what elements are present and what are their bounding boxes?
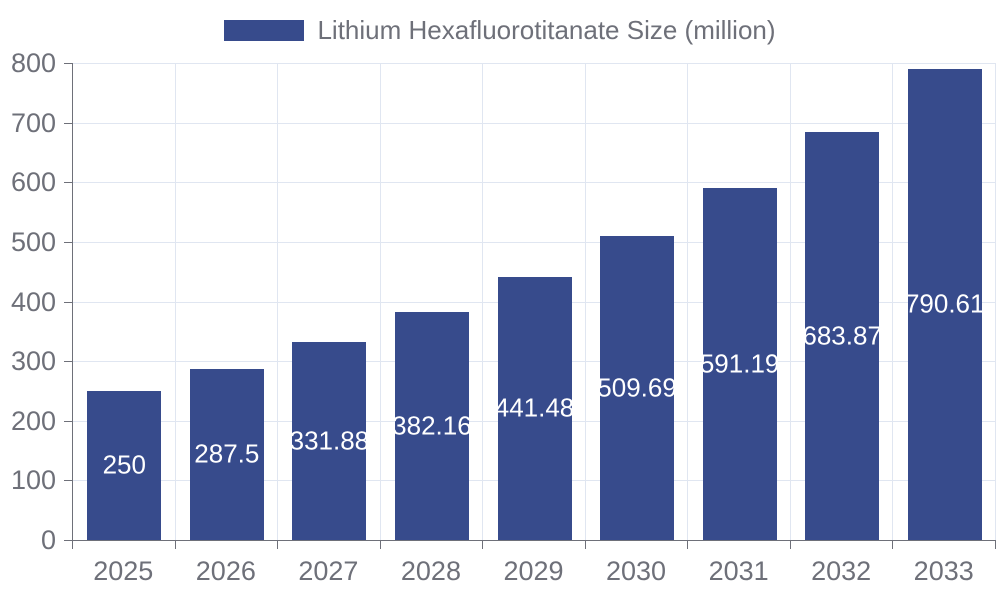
- gridline-horizontal: [73, 241, 996, 243]
- y-axis-tick-label: 300: [10, 346, 56, 377]
- bar[interactable]: 591.19: [699, 187, 780, 540]
- bar[interactable]: 683.87: [802, 132, 882, 540]
- bar-value-label: 287.5: [194, 438, 260, 469]
- y-axis-tick-label: 800: [10, 48, 56, 78]
- legend-item[interactable]: Lithium Hexafluorotitanate Size (million…: [224, 14, 776, 46]
- bar[interactable]: 287.5: [189, 368, 264, 540]
- chart-legend: Lithium Hexafluorotitanate Size (million…: [0, 14, 1000, 46]
- bar-value-label: 382.16: [392, 410, 472, 441]
- gridline-vertical: [584, 63, 586, 540]
- y-axis-tick: [64, 301, 72, 303]
- gridline-vertical: [687, 63, 689, 540]
- x-axis-tick-label: 2028: [400, 556, 461, 586]
- bar-value-label: 683.87: [802, 320, 882, 351]
- gridline-vertical: [892, 63, 894, 540]
- x-axis-tick: [277, 541, 279, 549]
- x-axis-tick: [687, 541, 689, 549]
- y-axis-tick-label: 700: [10, 107, 56, 138]
- y-axis-tick: [64, 361, 72, 363]
- gridline-vertical: [174, 63, 176, 540]
- gridline-horizontal: [73, 63, 996, 64]
- gridline-horizontal: [73, 182, 996, 184]
- bar[interactable]: 382.16: [392, 312, 472, 540]
- x-axis-tick-label: 2026: [195, 556, 256, 586]
- x-axis-tick-label: 2030: [606, 556, 667, 586]
- y-axis-tick-label: 400: [10, 286, 56, 317]
- y-axis-tick: [64, 182, 72, 184]
- x-axis-tick-label: 2032: [811, 556, 872, 586]
- y-axis-tick: [64, 241, 72, 243]
- gridline-vertical: [995, 63, 996, 540]
- bar[interactable]: 509.69: [597, 236, 677, 540]
- y-axis-tick: [64, 122, 72, 124]
- y-axis-tick: [64, 63, 72, 64]
- y-axis-tick-label: 600: [10, 167, 56, 198]
- gridline-vertical: [277, 63, 279, 540]
- x-axis-tick-label: 2029: [503, 556, 564, 586]
- legend-swatch: [224, 19, 305, 41]
- y-axis-tick-label: 0: [40, 525, 56, 555]
- gridline-vertical: [379, 63, 381, 540]
- x-axis-tick: [789, 541, 791, 549]
- y-axis-tick-label: 200: [10, 405, 56, 436]
- bar[interactable]: 331.88: [290, 342, 369, 540]
- plot-area: 250 287.5 331.88 382.16 441.48 509.69 591.19 68…: [72, 63, 996, 541]
- bar-value-label: 591.19: [699, 348, 780, 379]
- bar-value-label: 441.48: [494, 392, 575, 423]
- bar[interactable]: 250: [87, 390, 162, 540]
- bar-value-label: 509.69: [597, 372, 677, 403]
- gridline-vertical: [482, 63, 484, 540]
- y-axis-tick-label: 500: [10, 226, 56, 257]
- legend-label: Lithium Hexafluorotitanate Size (million…: [317, 15, 776, 45]
- x-axis-tick-label: 2033: [913, 556, 974, 586]
- bar[interactable]: 790.61: [904, 68, 985, 540]
- gridline-vertical: [789, 63, 791, 540]
- bar[interactable]: 441.48: [494, 276, 575, 540]
- bar-value-label: 331.88: [289, 425, 370, 456]
- x-axis-tick: [584, 541, 586, 549]
- y-axis-tick: [64, 480, 72, 482]
- x-axis-tick: [379, 541, 381, 549]
- x-axis-tick-label: 2025: [93, 556, 154, 586]
- y-axis-tick: [64, 540, 72, 541]
- bar-value-label: 250: [102, 449, 146, 480]
- y-axis-tick-label: 100: [10, 465, 56, 496]
- x-axis-tick: [72, 541, 73, 549]
- x-axis-tick: [482, 541, 484, 549]
- bar-value-label: 790.61: [904, 288, 985, 319]
- gridline-horizontal: [73, 122, 996, 124]
- x-axis-tick-label: 2031: [708, 556, 769, 586]
- y-axis-tick: [64, 420, 72, 422]
- x-axis-tick: [892, 541, 894, 549]
- x-axis-tick: [174, 541, 176, 549]
- x-axis-tick-label: 2027: [298, 556, 359, 586]
- x-axis-tick: [995, 541, 996, 549]
